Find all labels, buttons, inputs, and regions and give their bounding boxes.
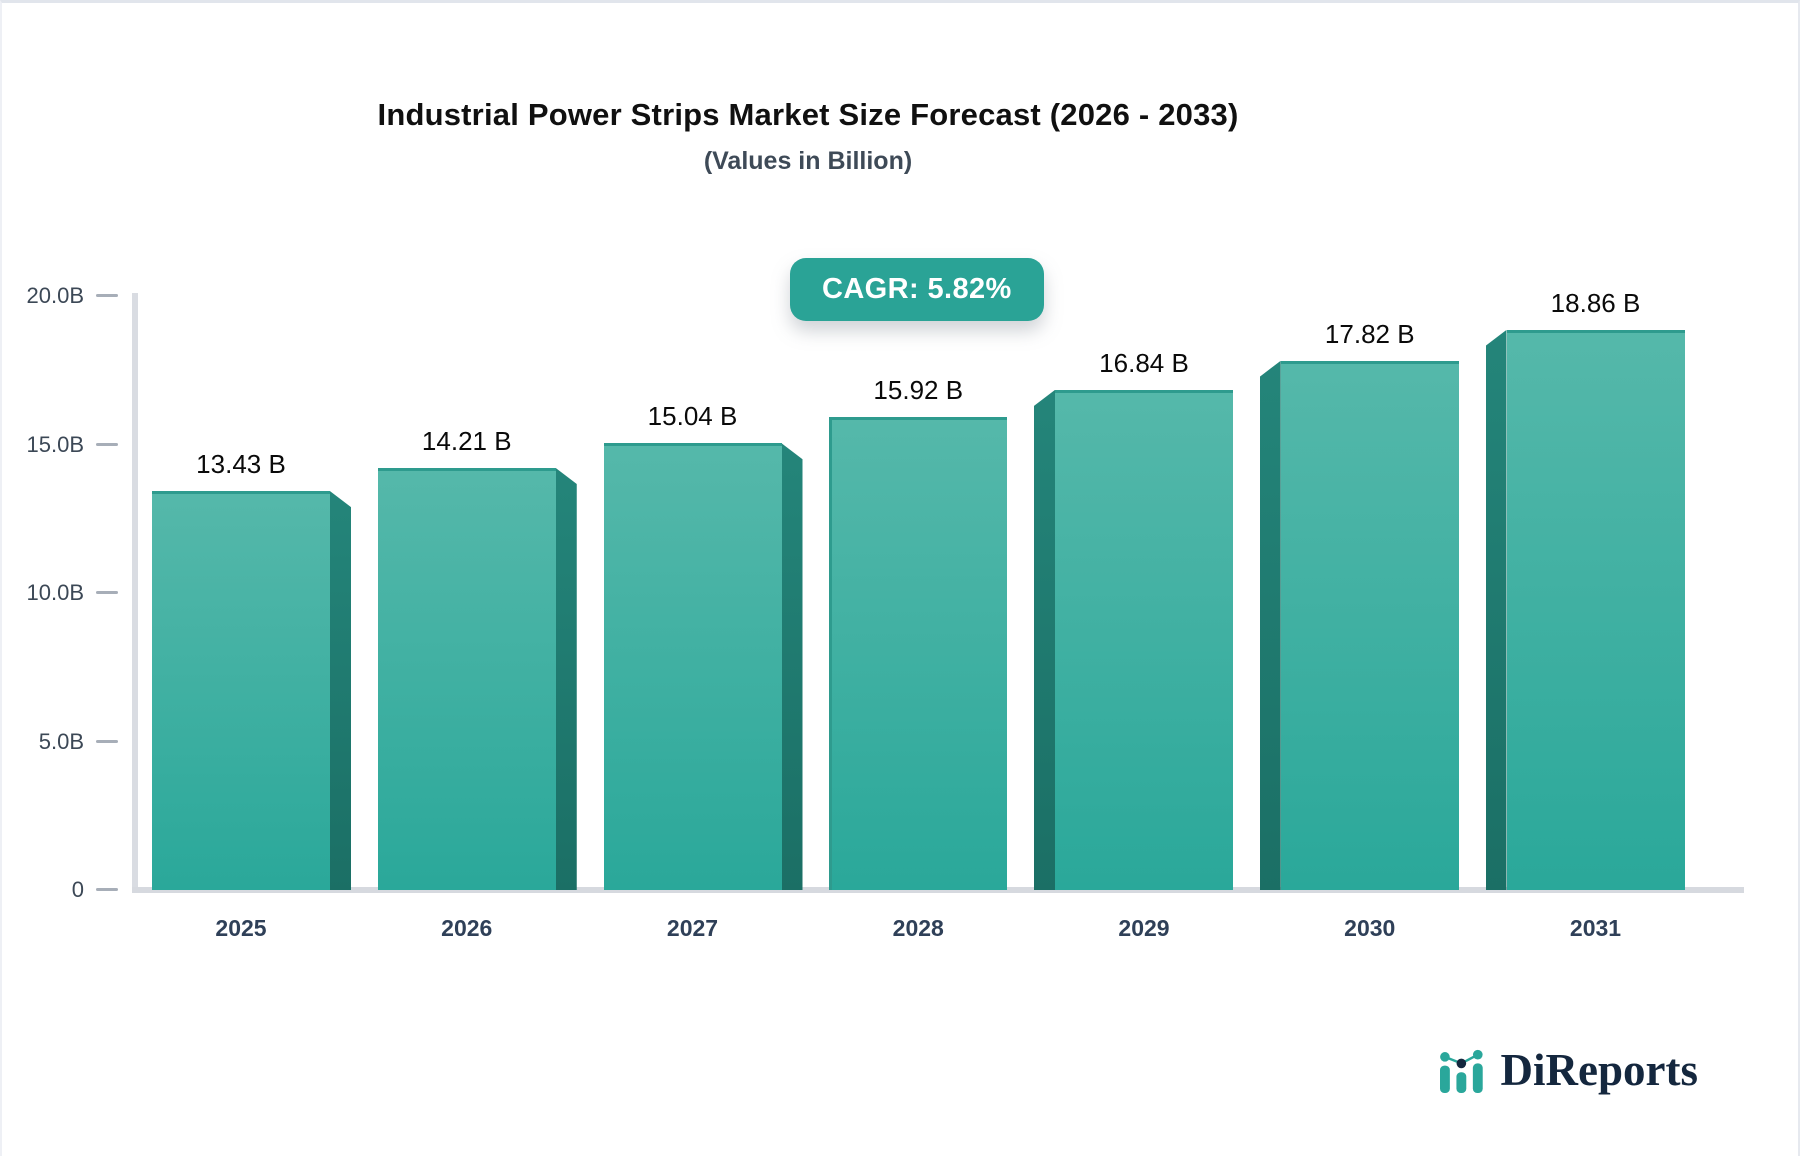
x-axis-category-label: 2025 <box>215 915 267 941</box>
bar-value-label: 17.82 B <box>1324 318 1415 349</box>
bar-value-label: 15.04 B <box>647 401 738 432</box>
y-axis-tick-mark <box>96 739 118 743</box>
bar-value-label: 13.43 B <box>196 449 286 480</box>
x-axis-category-label: 2030 <box>1344 915 1396 941</box>
bar-2027-side-face <box>781 443 803 890</box>
direports-logo: DiReports <box>1437 1039 1698 1101</box>
logo-text: DiReports <box>1500 1044 1698 1095</box>
bar-2030 <box>1280 360 1459 890</box>
mini-bar-chart-logo-icon <box>1439 1049 1483 1093</box>
x-axis-category-label: 2028 <box>892 915 944 941</box>
y-axis-tick-label: 15.0B <box>26 431 85 457</box>
bar-value-label: 14.21 B <box>421 425 512 456</box>
y-axis-tick-label: 20.0B <box>26 283 85 308</box>
bar-2026 <box>377 467 556 890</box>
x-axis-category-label: 2026 <box>441 915 493 941</box>
bar-2029 <box>1055 389 1233 890</box>
y-axis-tick-label: 10.0B <box>26 580 85 605</box>
x-axis-category-label: 2027 <box>666 915 719 941</box>
bar-value-label: 16.84 B <box>1099 347 1189 378</box>
chart-header: Industrial Power Strips Market Size Fore… <box>2 97 1614 176</box>
bar-value-label: 18.86 B <box>1550 287 1641 318</box>
bar-2025-side-face <box>330 491 351 890</box>
bar-2027 <box>603 443 782 890</box>
cagr-badge: CAGR: 5.82% <box>790 258 1044 321</box>
chart-subtitle: (Values in Billion) <box>703 147 913 175</box>
x-axis-baseline <box>132 887 1744 893</box>
bar-2031-side-face <box>1485 329 1507 890</box>
bar-2029-side-face <box>1034 389 1055 890</box>
x-axis-category-label: 2029 <box>1118 915 1170 941</box>
bar-2030-side-face <box>1259 360 1281 890</box>
y-axis-tick-mark <box>96 888 118 891</box>
y-axis-tick-mark <box>96 442 118 446</box>
y-axis-tick-mark <box>96 294 118 297</box>
bar-value-label: 15.92 B <box>873 375 964 406</box>
bar-2025 <box>152 491 330 890</box>
bar-2031 <box>1506 329 1685 890</box>
y-axis-line <box>132 293 138 893</box>
y-axis-tick-label: 0 <box>71 877 84 902</box>
bar-2026-side-face <box>555 467 577 890</box>
bar-2028 <box>829 417 1008 890</box>
y-axis-tick-mark <box>96 591 118 594</box>
x-axis-category-label: 2031 <box>1569 915 1622 941</box>
chart-title: Industrial Power Strips Market Size Fore… <box>377 97 1239 132</box>
bar-chart-plot: 20.0B 15.0B 10.0B 5.0B 0 13.43 B 2025 14.21 B 2… <box>2 3 1798 1156</box>
y-axis-tick-label: 5.0B <box>38 728 84 754</box>
